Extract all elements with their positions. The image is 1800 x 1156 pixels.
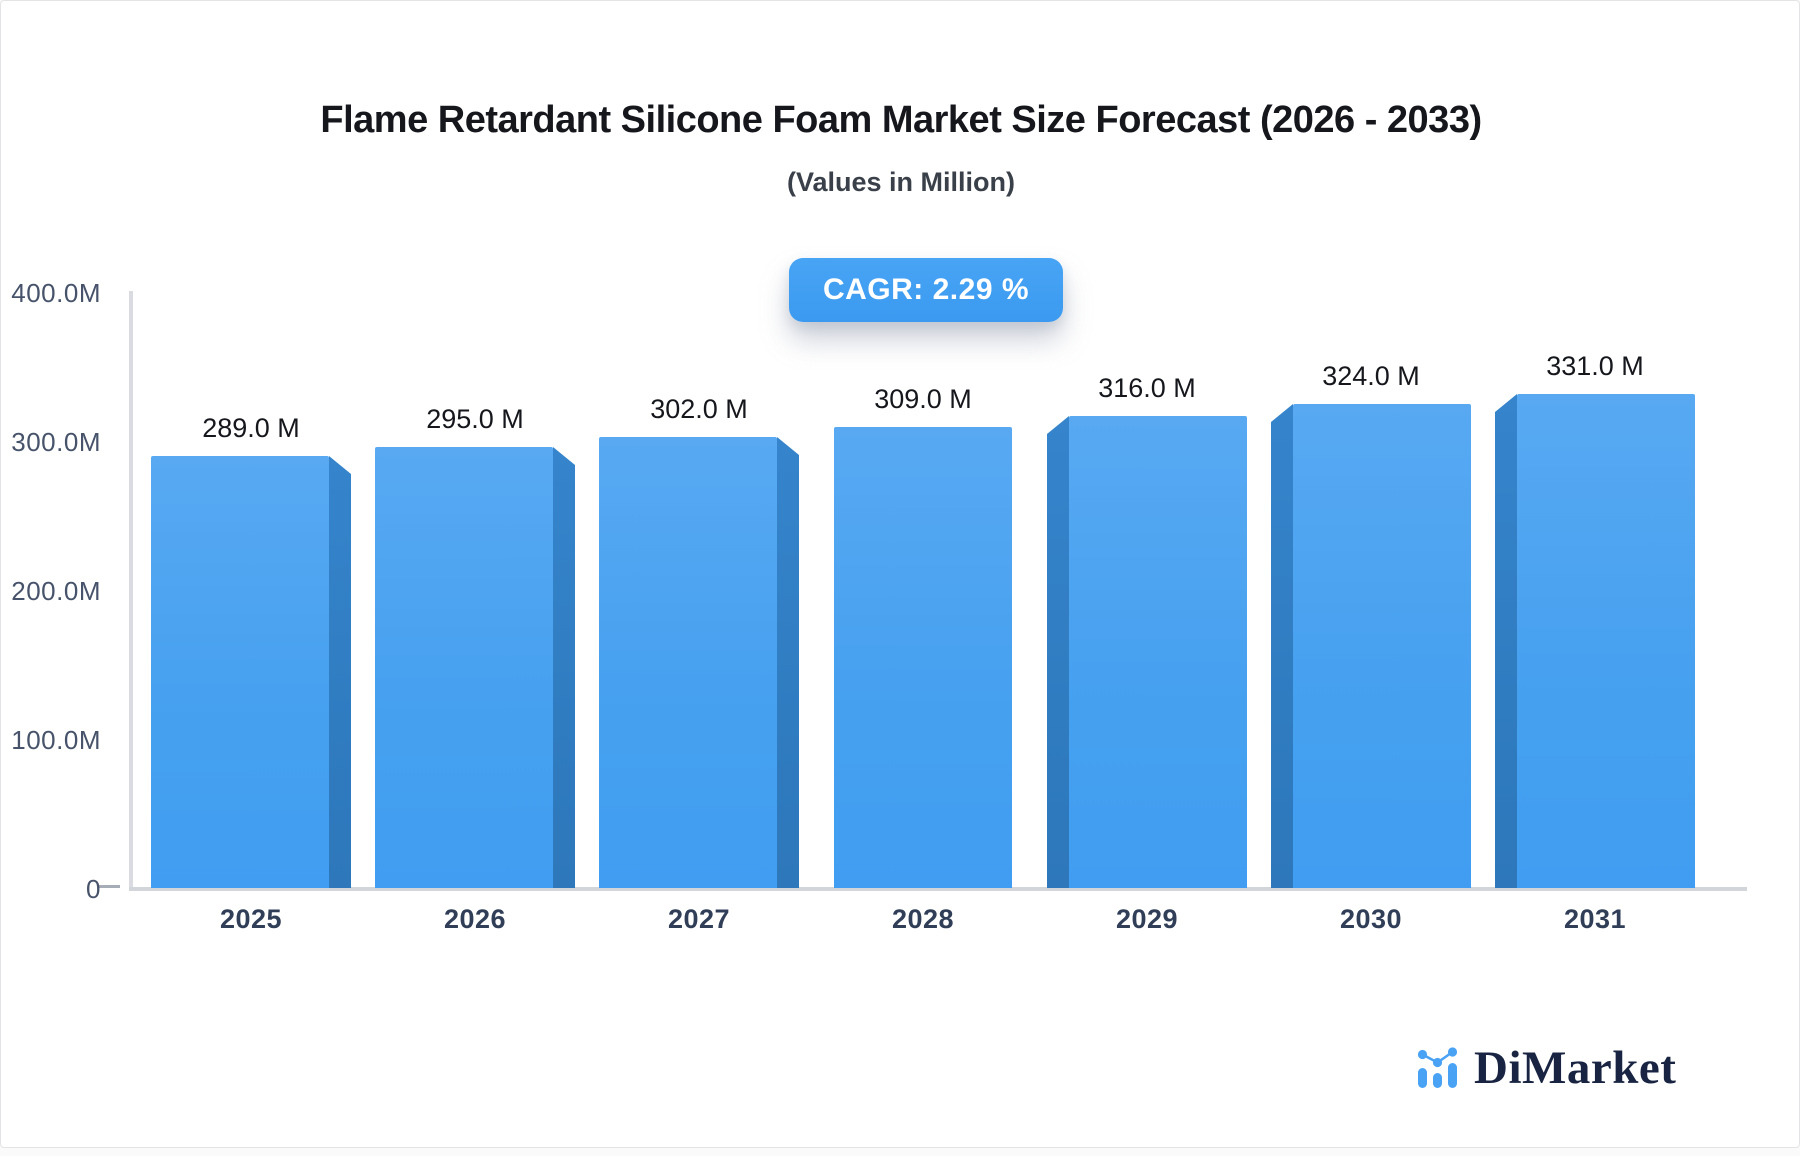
y-tick-label-300.0M: 300.0M — [11, 427, 101, 457]
y-tick-label-400.0M: 400.0M — [11, 278, 101, 308]
bar-face — [151, 456, 329, 888]
logo-text: DiMarket — [1474, 1042, 1677, 1094]
y-tick-label-200.0M: 200.0M — [11, 576, 101, 606]
bar-value-label-2031: 331.0 M — [1546, 351, 1644, 381]
mini-bar-line-chart-icon — [1417, 1047, 1458, 1088]
bar-face — [1293, 404, 1471, 888]
bar-side-face — [1495, 394, 1517, 888]
bar-value-label-2026: 295.0 M — [426, 404, 524, 434]
x-axis-label-2025: 2025 — [219, 904, 283, 934]
bar-2029[interactable] — [1047, 416, 1247, 888]
bar-face — [375, 447, 553, 888]
x-axis-label-2027: 2027 — [667, 904, 731, 934]
bar-2028[interactable] — [834, 427, 1012, 888]
bar-2027[interactable] — [599, 437, 799, 888]
y-tick-label-100.0M: 100.0M — [11, 725, 101, 755]
bar-2025[interactable] — [151, 456, 351, 888]
bar-2026[interactable] — [375, 447, 575, 888]
zero-tick-mark — [99, 885, 120, 888]
bar-side-face — [553, 447, 575, 888]
bar-face — [834, 427, 1012, 888]
x-axis-label-2029: 2029 — [1115, 904, 1179, 934]
bar-face — [1517, 394, 1695, 888]
bar-side-face — [329, 456, 351, 888]
bar-value-label-2030: 324.0 M — [1322, 361, 1420, 391]
y-axis-line — [129, 291, 133, 889]
bar-face — [1069, 416, 1247, 888]
cagr-badge: CAGR: 2.29 % — [789, 258, 1063, 322]
bar-side-face — [777, 437, 799, 888]
chart-subtitle: (Values in Million) — [786, 167, 1016, 197]
bar-side-face — [1271, 404, 1293, 888]
chart-title: Flame Retardant Silicone Foam Market Siz… — [320, 99, 1482, 141]
bar-2031[interactable] — [1495, 394, 1695, 888]
bar-value-label-2028: 309.0 M — [874, 384, 972, 414]
x-axis-label-2026: 2026 — [443, 904, 507, 934]
bar-face — [599, 437, 777, 888]
bar-value-label-2027: 302.0 M — [650, 394, 748, 424]
x-axis-label-2028: 2028 — [891, 904, 955, 934]
dimarket-logo[interactable]: DiMarket — [1415, 1039, 1676, 1097]
x-axis-label-2031: 2031 — [1563, 904, 1627, 934]
bar-2030[interactable] — [1271, 404, 1471, 888]
y-tick-label-0: 0 — [86, 874, 101, 904]
x-axis-label-2030: 2030 — [1339, 904, 1403, 934]
bar-value-label-2029: 316.0 M — [1098, 373, 1196, 403]
bar-value-label-2025: 289.0 M — [202, 413, 300, 443]
bar-side-face — [1047, 416, 1069, 888]
cagr-badge-label: CAGR: 2.29 % — [822, 273, 1030, 306]
x-axis-line — [129, 887, 1747, 891]
